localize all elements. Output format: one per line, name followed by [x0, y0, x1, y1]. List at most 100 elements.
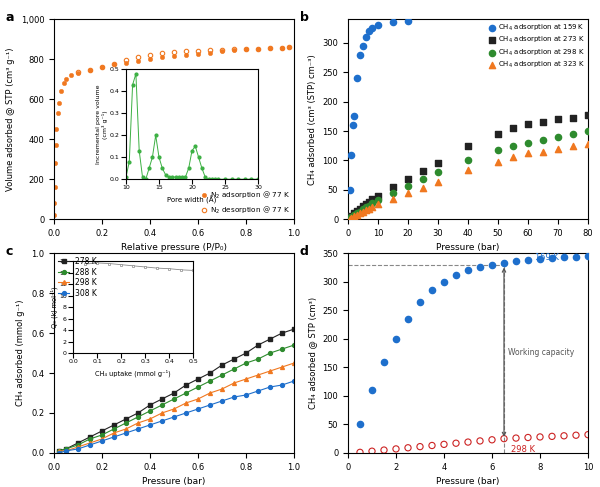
CH$_4$ adsorption at 323 K — [364, 206, 374, 213]
N$_2$ adsorption @ 77 K — [218, 49, 226, 55]
N$_2$ adsorption @ 77 K — [194, 52, 202, 57]
Point — [367, 447, 377, 455]
CH$_4$ adsorption at 323 K — [367, 204, 377, 211]
Point — [523, 256, 533, 264]
N$_2$ desorption @ 77 K — [194, 48, 202, 54]
Point — [547, 254, 557, 262]
N$_2$ desorption @ 77 K — [266, 45, 274, 51]
N$_2$ adsorption @ 77 K — [52, 160, 59, 166]
298 K — [158, 410, 166, 416]
Point — [367, 386, 377, 394]
Point — [451, 439, 461, 447]
CH$_4$ adsorption at 323 K — [553, 145, 563, 152]
CH$_4$ adsorption at 159 K — [373, 21, 383, 29]
308 K — [146, 422, 154, 428]
CH$_4$ adsorption at 298 K — [403, 182, 413, 189]
Point — [403, 444, 413, 451]
CH$_4$ adsorption at 298 K — [433, 169, 443, 176]
Line: N$_2$ adsorption @ 77 K: N$_2$ adsorption @ 77 K — [52, 45, 292, 217]
N$_2$ adsorption @ 77 K — [242, 47, 250, 53]
N$_2$ adsorption @ 77 K — [58, 89, 65, 94]
CH$_4$ adsorption at 273 K — [568, 113, 578, 121]
N$_2$ adsorption @ 77 K — [51, 184, 58, 190]
N$_2$ desorption @ 77 K — [206, 47, 214, 53]
CH$_4$ adsorption at 298 K — [463, 156, 473, 164]
288 K — [146, 408, 154, 414]
308 K — [134, 426, 142, 432]
Point — [391, 335, 401, 343]
CH$_4$ adsorption at 298 K — [355, 207, 365, 215]
CH$_4$ adsorption at 298 K — [344, 215, 354, 223]
278 K — [278, 330, 286, 336]
Point — [451, 271, 461, 279]
Text: a: a — [6, 12, 14, 24]
Line: 278 K: 278 K — [57, 327, 296, 453]
CH$_4$ adsorption at 159 K — [352, 75, 362, 82]
CH$_4$ adsorption at 273 K — [418, 167, 428, 175]
N$_2$ desorption @ 77 K — [86, 67, 94, 73]
Point — [511, 434, 521, 442]
N$_2$ adsorption @ 77 K — [51, 200, 58, 206]
308 K — [266, 384, 274, 390]
CH$_4$ adsorption at 298 K — [352, 209, 362, 217]
CH$_4$ adsorption at 159 K — [361, 33, 371, 41]
Y-axis label: CH₄ adsorbed (cm³ (STP) cm⁻³): CH₄ adsorbed (cm³ (STP) cm⁻³) — [308, 54, 317, 185]
N$_2$ desorption @ 77 K — [98, 64, 106, 70]
CH$_4$ adsorption at 298 K — [538, 136, 548, 144]
Text: 298 K: 298 K — [511, 445, 535, 454]
298 K — [242, 376, 250, 382]
288 K — [170, 396, 178, 402]
Point — [535, 433, 545, 441]
278 K — [122, 416, 130, 422]
CH$_4$ adsorption at 323 K — [358, 208, 368, 216]
308 K — [170, 414, 178, 420]
CH$_4$ adsorption at 159 K — [348, 121, 358, 129]
288 K — [110, 426, 118, 432]
CH$_4$ adsorption at 323 K — [463, 167, 473, 174]
N$_2$ adsorption @ 77 K — [286, 44, 293, 50]
CH$_4$ adsorption at 273 K — [346, 212, 356, 220]
288 K — [278, 346, 286, 352]
278 K — [254, 342, 262, 348]
Point — [427, 286, 437, 294]
CH$_4$ adsorption at 159 K — [388, 19, 398, 26]
Point — [571, 431, 581, 439]
CH$_4$ adsorption at 298 K — [583, 127, 593, 135]
278 K — [86, 434, 94, 440]
N$_2$ adsorption @ 77 K — [110, 61, 118, 67]
298 K — [134, 420, 142, 426]
N$_2$ adsorption @ 77 K — [98, 64, 106, 70]
298 K — [62, 448, 70, 454]
288 K — [290, 342, 298, 348]
Point — [499, 435, 509, 443]
Point — [583, 431, 593, 439]
288 K — [55, 448, 62, 454]
288 K — [242, 360, 250, 366]
288 K — [62, 446, 70, 452]
N$_2$ desorption @ 77 K — [170, 49, 178, 55]
308 K — [62, 448, 70, 454]
298 K — [74, 444, 82, 450]
CH$_4$ adsorption at 323 K — [361, 206, 371, 214]
Point — [487, 436, 497, 444]
308 K — [242, 392, 250, 398]
278 K — [134, 410, 142, 416]
308 K — [122, 430, 130, 436]
CH$_4$ adsorption at 323 K — [388, 195, 398, 203]
278 K — [158, 396, 166, 402]
N$_2$ adsorption @ 77 K — [254, 46, 262, 52]
CH$_4$ adsorption at 159 K — [346, 150, 356, 158]
Text: c: c — [6, 245, 13, 258]
N$_2$ adsorption @ 77 K — [230, 48, 238, 54]
N$_2$ adsorption @ 77 K — [53, 126, 60, 132]
CH$_4$ adsorption at 273 K — [493, 130, 503, 138]
CH$_4$ adsorption at 298 K — [493, 146, 503, 154]
N$_2$ adsorption @ 77 K — [134, 58, 142, 64]
298 K — [122, 426, 130, 432]
Legend: CH$_4$ adsorption at 159 K, CH$_4$ adsorption at 273 K, CH$_4$ adsorption at 298: CH$_4$ adsorption at 159 K, CH$_4$ adsor… — [488, 23, 584, 70]
298 K — [146, 416, 154, 422]
N$_2$ desorption @ 77 K — [254, 46, 262, 52]
278 K — [230, 356, 238, 362]
308 K — [74, 446, 82, 452]
Legend: 278 K, 288 K, 298 K, 308 K: 278 K, 288 K, 298 K, 308 K — [58, 257, 97, 298]
